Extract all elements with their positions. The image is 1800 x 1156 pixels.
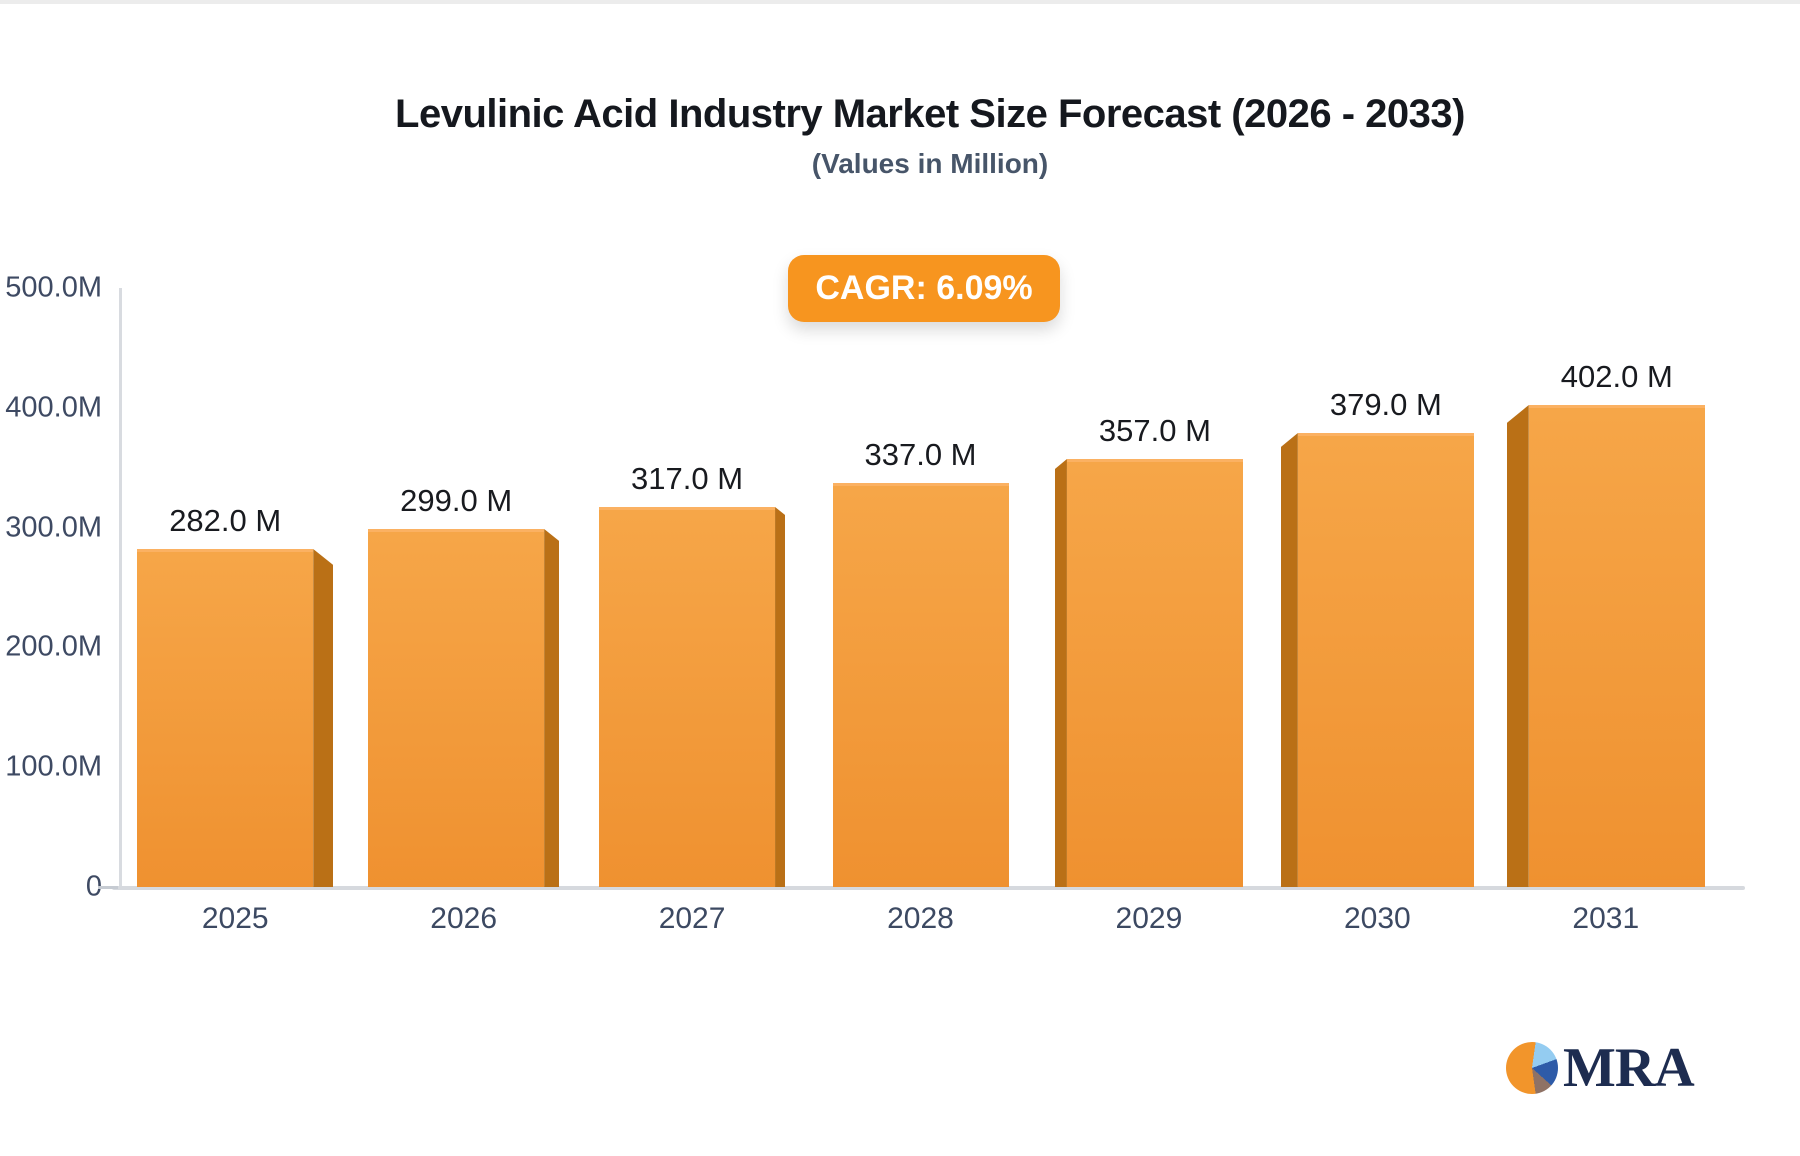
- y-tick-label-100.0M: 100.0M: [5, 750, 102, 783]
- y-tick-label-500.0M: 500.0M: [5, 271, 102, 304]
- x-tick-label-2031: 2031: [1572, 902, 1640, 935]
- y-tick-label-200.0M: 200.0M: [5, 630, 102, 663]
- x-tick-label-2028: 2028: [887, 902, 954, 935]
- bar-value-label-2026: 299.0 M: [400, 483, 513, 518]
- y-tick-label-400.0M: 400.0M: [5, 391, 102, 424]
- bar-side-2029: [1054, 459, 1067, 887]
- bar-2025[interactable]: [137, 549, 314, 887]
- mra-logo: MRA: [1506, 1037, 1695, 1099]
- bar-side-2030: [1280, 433, 1298, 887]
- x-tick-label-2030: 2030: [1343, 902, 1411, 935]
- bar-value-label-2025: 282.0 M: [169, 503, 282, 538]
- chart-title: Levulinic Acid Industry Market Size Fore…: [395, 92, 1465, 136]
- y-tick-label-0: 0: [85, 870, 102, 903]
- bar-side-2027: [775, 507, 786, 887]
- top-border: [0, 0, 1800, 4]
- x-axis-line: [112, 886, 1745, 890]
- bar-2027[interactable]: [599, 507, 776, 887]
- y-tick-label-300.0M: 300.0M: [5, 511, 102, 544]
- bar-value-label-2031: 402.0 M: [1560, 359, 1673, 394]
- bar-value-label-2029: 357.0 M: [1098, 413, 1211, 448]
- x-tick-label-2025: 2025: [201, 902, 269, 935]
- bar-2031[interactable]: [1528, 405, 1705, 887]
- bar-2028[interactable]: [832, 483, 1009, 887]
- x-tick-label-2029: 2029: [1115, 902, 1183, 935]
- y-axis-line: [119, 288, 122, 887]
- bar-value-label-2028: 337.0 M: [864, 437, 977, 472]
- bar-2029[interactable]: [1066, 459, 1243, 887]
- bar-side-2026: [544, 529, 560, 887]
- bar-2026[interactable]: [368, 529, 545, 887]
- cagr-badge: CAGR: 6.09%: [788, 255, 1060, 322]
- x-tick-label-2026: 2026: [430, 902, 498, 935]
- chart-subtitle: (Values in Million): [811, 148, 1049, 179]
- y-tick-dash-0: [98, 886, 118, 889]
- bar-side-2025: [313, 549, 334, 887]
- mra-logo-pie-icon: [1506, 1042, 1558, 1094]
- bar-value-label-2030: 379.0 M: [1329, 387, 1442, 422]
- mra-logo-text: MRA: [1563, 1037, 1695, 1099]
- x-tick-label-2027: 2027: [658, 902, 726, 935]
- bar-side-2031: [1506, 405, 1529, 887]
- bar-value-label-2027: 317.0 M: [631, 461, 744, 496]
- bar-2030[interactable]: [1297, 433, 1474, 887]
